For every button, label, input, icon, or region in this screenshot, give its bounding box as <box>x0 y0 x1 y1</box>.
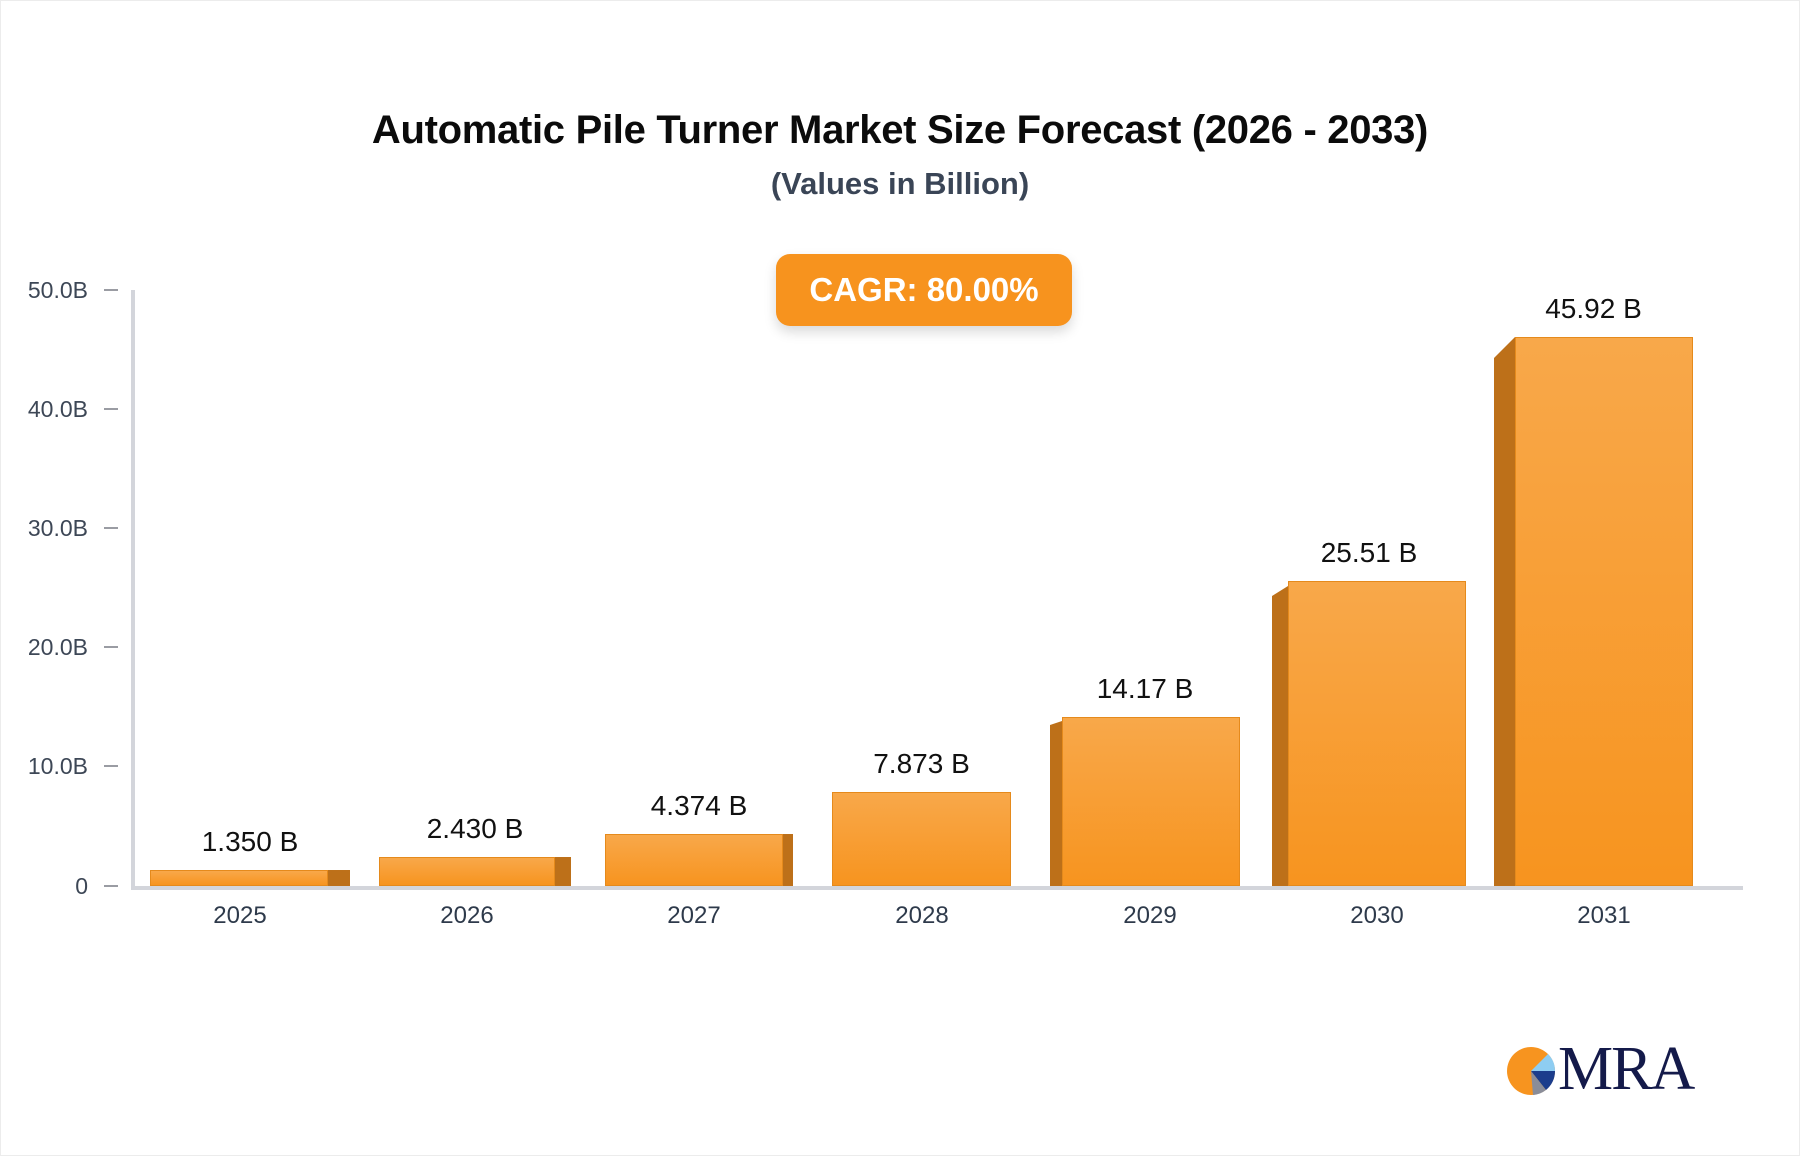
mra-logo: MRA <box>1506 1038 1696 1100</box>
bar-2026[interactable]: 2.430 B <box>379 813 571 886</box>
y-tick-20: 20.0B <box>0 632 120 662</box>
bar-value-label: 7.873 B <box>873 748 970 779</box>
y-tick-0: 0 <box>0 871 120 901</box>
x-tick-label: 2026 <box>440 902 494 929</box>
bar-side <box>1050 721 1062 886</box>
bar-side <box>328 870 350 886</box>
y-tick-label: 40.0B <box>27 396 88 422</box>
chart-subtitle: (Values in Billion) <box>770 166 1030 201</box>
bar-value-label: 1.350 B <box>201 826 299 857</box>
x-tick-label: 2029 <box>1123 902 1177 929</box>
y-tick-40: 40.0B <box>0 394 120 424</box>
y-tick-label: 20.0B <box>27 634 88 660</box>
bar-face <box>1515 337 1693 886</box>
bar-side <box>783 834 793 886</box>
bar-2028[interactable]: 7.873 B <box>832 748 1011 886</box>
bar-side <box>1272 586 1288 886</box>
y-tick-label: 50.0B <box>27 277 88 303</box>
x-tick-label: 2028 <box>895 902 949 929</box>
bar-face <box>1288 581 1466 886</box>
bar-value-label: 2.430 B <box>426 813 524 844</box>
chart-title: Automatic Pile Turner Market Size Foreca… <box>371 108 1429 152</box>
bar-value-label: 4.374 B <box>650 790 748 821</box>
bar-side <box>1494 337 1515 886</box>
y-tick-label: 30.0B <box>27 515 88 541</box>
x-tick-label: 2030 <box>1350 902 1404 929</box>
y-tick-mark <box>104 527 118 529</box>
bar-2029[interactable]: 14.17 B <box>1050 673 1240 886</box>
y-tick-mark <box>104 408 118 410</box>
y-axis-line <box>131 290 135 890</box>
bar-value-label: 25.51 B <box>1320 537 1418 568</box>
bar-face <box>1062 717 1240 886</box>
x-axis-line <box>131 886 1743 890</box>
x-tick-label: 2027 <box>667 902 721 929</box>
y-tick-50: 50.0B <box>0 275 120 305</box>
bar-face <box>832 792 1011 886</box>
bar-2031[interactable]: 45.92 B <box>1494 293 1693 886</box>
bar-2027[interactable]: 4.374 B <box>605 790 793 886</box>
bar-side <box>555 857 571 886</box>
bar-face <box>379 857 555 886</box>
y-tick-10: 10.0B <box>0 751 120 781</box>
cagr-badge: CAGR: 80.00% <box>776 254 1072 326</box>
y-tick-mark <box>104 646 118 648</box>
y-tick-mark <box>104 765 118 767</box>
bar-value-label: 14.17 B <box>1096 673 1194 704</box>
y-tick-mark <box>104 885 118 887</box>
pie-chart-icon <box>1507 1047 1556 1095</box>
bar-2025[interactable]: 1.350 B <box>150 826 350 886</box>
x-tick-label: 2025 <box>213 902 267 929</box>
x-tick-label: 2031 <box>1577 902 1631 929</box>
y-tick-mark <box>104 289 118 291</box>
bar-value-label: 45.92 B <box>1545 293 1642 324</box>
y-tick-30: 30.0B <box>0 513 120 543</box>
bar-face <box>150 870 328 886</box>
bar-face <box>605 834 783 886</box>
logo-text: MRA <box>1558 1035 1695 1103</box>
y-tick-label: 0 <box>75 873 88 899</box>
bar-2030[interactable]: 25.51 B <box>1272 537 1466 886</box>
y-tick-label: 10.0B <box>27 753 88 779</box>
